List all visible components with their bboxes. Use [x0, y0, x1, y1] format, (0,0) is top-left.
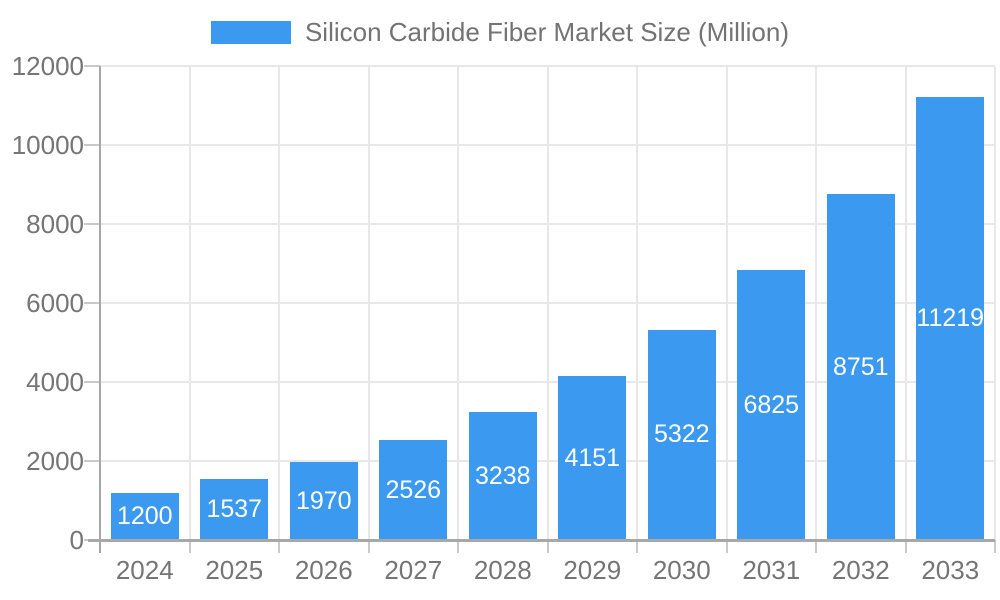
- bar-value-label: 4151: [564, 443, 621, 472]
- y-axis-tick-label: 6000: [26, 288, 84, 318]
- x-axis-tick: [636, 540, 638, 553]
- x-axis-tick: [725, 540, 728, 553]
- bar-2029[interactable]: 4151: [558, 376, 627, 540]
- bar-2032[interactable]: 8751: [826, 194, 895, 540]
- x-axis-tick: [278, 540, 280, 553]
- x-axis-tick: [904, 540, 907, 553]
- x-axis-tick-label: 2031: [742, 555, 801, 585]
- x-gridline: [815, 66, 817, 540]
- y-axis-tick-label: 2000: [26, 446, 84, 476]
- x-axis-tick-label: 2024: [115, 555, 174, 585]
- bar-value-label: 1970: [295, 486, 352, 515]
- x-gridline: [636, 66, 638, 540]
- x-gridline: [546, 66, 549, 540]
- x-axis-tick-label: 2028: [473, 555, 532, 585]
- x-axis-line: [88, 539, 995, 542]
- x-axis-tick: [546, 540, 549, 553]
- bar-2031[interactable]: 6825: [737, 270, 806, 540]
- x-axis-tick: [457, 540, 459, 553]
- x-gridline: [725, 66, 728, 540]
- x-axis-tick-label: 2025: [205, 555, 264, 585]
- bar-value-label: 6825: [743, 390, 800, 419]
- y-axis-tick: [84, 223, 100, 225]
- legend-item[interactable]: Silicon Carbide Fiber Market Size (Milli…: [0, 18, 1000, 46]
- x-gridline: [188, 66, 191, 540]
- y-axis-tick-label: 8000: [26, 209, 84, 239]
- x-axis-tick: [367, 540, 370, 553]
- bar-2026[interactable]: 1970: [289, 462, 358, 540]
- legend-swatch: [210, 20, 291, 44]
- bar-value-label: 5322: [653, 420, 710, 449]
- x-axis-tick: [994, 540, 996, 553]
- x-axis-tick-label: 2026: [294, 555, 353, 585]
- y-axis-tick: [84, 302, 100, 304]
- x-gridline: [457, 66, 459, 540]
- y-axis-tick: [84, 381, 100, 383]
- bar-value-label: 1200: [116, 501, 173, 530]
- x-axis-tick: [188, 540, 191, 553]
- x-axis-tick-label: 2029: [563, 555, 622, 585]
- x-axis-tick-label: 2027: [384, 555, 443, 585]
- x-axis-tick-label: 2032: [831, 555, 890, 585]
- y-axis-line: [99, 66, 101, 553]
- bar-2033[interactable]: 11219: [916, 96, 985, 540]
- y-axis-tick-label: 12000: [11, 51, 84, 81]
- legend-label: Silicon Carbide Fiber Market Size (Milli…: [304, 17, 790, 47]
- bar-value-label: 8751: [832, 352, 889, 381]
- x-gridline: [367, 66, 370, 540]
- y-axis-tick: [84, 460, 100, 462]
- y-axis-tick-label: 10000: [11, 130, 84, 160]
- y-axis-tick-label: 4000: [26, 367, 84, 397]
- bar-2027[interactable]: 2526: [379, 440, 448, 540]
- y-axis-tick: [84, 144, 100, 146]
- bar-2030[interactable]: 5322: [647, 329, 716, 540]
- bar-2028[interactable]: 3238: [468, 412, 537, 540]
- bar-2025[interactable]: 1537: [200, 479, 269, 540]
- bar-value-label: 2526: [385, 475, 442, 504]
- x-gridline: [278, 66, 280, 540]
- x-axis-tick-label: 2033: [921, 555, 980, 585]
- x-axis-tick-label: 2030: [652, 555, 711, 585]
- bar-value-label: 1537: [206, 495, 263, 524]
- y-axis-tick: [84, 65, 100, 67]
- bar-value-label: 3238: [474, 461, 531, 490]
- bar-value-label: 11219: [916, 303, 985, 332]
- x-axis-tick: [815, 540, 817, 553]
- x-gridline: [904, 66, 907, 540]
- bar-2024[interactable]: 1200: [110, 492, 179, 540]
- x-gridline: [994, 66, 996, 540]
- y-axis-tick-label: 0: [69, 525, 84, 555]
